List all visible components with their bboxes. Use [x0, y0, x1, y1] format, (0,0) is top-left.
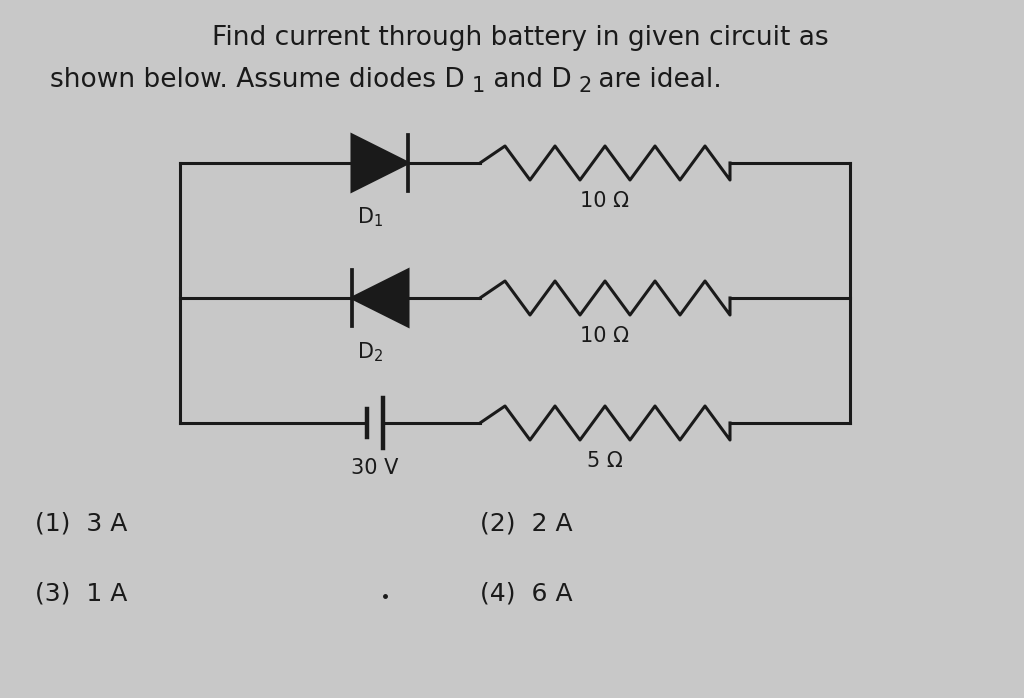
Text: D$_2$: D$_2$ [357, 340, 383, 364]
Text: D$_1$: D$_1$ [357, 205, 383, 229]
Text: Find current through battery in given circuit as: Find current through battery in given ci… [212, 25, 828, 51]
Text: 30 V: 30 V [351, 458, 398, 478]
Polygon shape [352, 135, 408, 191]
Text: 10 Ω: 10 Ω [581, 326, 630, 346]
Text: (3)  1 A: (3) 1 A [35, 581, 127, 605]
Text: are ideal.: are ideal. [590, 67, 722, 93]
Text: 2: 2 [578, 76, 591, 96]
Text: (2)  2 A: (2) 2 A [480, 511, 572, 535]
Text: 5 Ω: 5 Ω [587, 451, 623, 471]
Text: (4)  6 A: (4) 6 A [480, 581, 572, 605]
Text: and D: and D [485, 67, 571, 93]
Text: (1)  3 A: (1) 3 A [35, 511, 127, 535]
Text: 10 Ω: 10 Ω [581, 191, 630, 211]
Polygon shape [352, 270, 408, 326]
Text: 1: 1 [471, 76, 484, 96]
Text: shown below. Assume diodes D: shown below. Assume diodes D [50, 67, 465, 93]
